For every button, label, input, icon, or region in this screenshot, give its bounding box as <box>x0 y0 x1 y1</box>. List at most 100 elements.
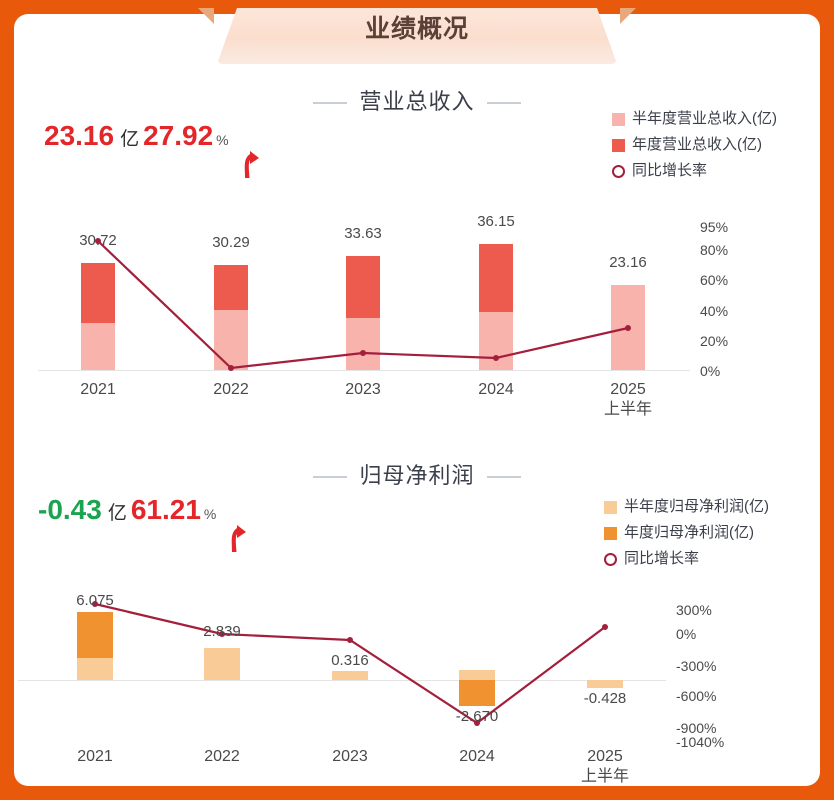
xtick-line1: 2025 <box>610 381 646 398</box>
title-dash-left <box>313 102 348 105</box>
xtick-line2: 上半年 <box>603 401 652 418</box>
xtick-label-2021: 2021 <box>48 380 148 400</box>
xtick-line1: 2024 <box>478 381 514 398</box>
bar-halfyear-2023-profit <box>332 671 368 680</box>
title-dash-right <box>486 476 521 479</box>
section-title-revenue: 营业总收入 <box>0 84 834 116</box>
xtick-label-2025-profit: 2025 上半年 <box>555 747 655 787</box>
ytick-label: 40% <box>700 303 729 319</box>
bar-value-label: 33.63 <box>344 225 382 242</box>
ytick-label: -1040% <box>676 734 725 750</box>
kpi-revenue-pct-sign: % <box>216 132 229 148</box>
bar-value-label: 0.316 <box>331 652 369 669</box>
legend-label: 年度营业总收入(亿) <box>632 136 762 153</box>
bar-value-label: -2.670 <box>455 708 499 725</box>
legend-label: 半年度营业总收入(亿) <box>632 110 777 127</box>
bar-halfyear-2021 <box>81 323 115 370</box>
bar-halfyear-2022 <box>214 310 248 370</box>
kpi-profit-pct: 61.21 <box>130 494 201 525</box>
bar-annual-2023 <box>346 256 380 318</box>
bar-value-label: 30.72 <box>79 232 117 249</box>
bar-value-label: 6.075 <box>76 592 114 609</box>
legend-revenue: 半年度营业总收入(亿) 年度营业总收入(亿) 同比增长率 <box>612 106 777 184</box>
legend-item: 同比增长率 <box>612 158 777 184</box>
ytick-label: 20% <box>700 333 729 349</box>
kpi-revenue-unit: 亿 <box>120 129 140 150</box>
page-banner: 业绩概况 <box>0 0 834 68</box>
bar-halfyear-2023 <box>346 318 380 370</box>
ytick-label: -900% <box>676 720 717 736</box>
kpi-profit: -0.43 亿 61.21% <box>38 494 247 552</box>
chart-profit-baseline <box>18 680 666 681</box>
xtick-line1: 2023 <box>345 381 381 398</box>
bar-value-label: 2.839 <box>203 623 241 640</box>
xtick-line1: 2022 <box>213 381 249 398</box>
bar-value-label: 36.15 <box>477 213 515 230</box>
title-dash-left <box>313 476 348 479</box>
ytick-label: 60% <box>700 272 729 288</box>
kpi-profit-unit: 亿 <box>107 503 127 524</box>
bar-annual-2022 <box>214 265 248 310</box>
ytick-label: 80% <box>700 242 729 258</box>
legend-profit: 半年度归母净利润(亿) 年度归母净利润(亿) 同比增长率 <box>604 494 769 572</box>
banner-shape <box>217 8 617 64</box>
bar-value-label: -0.428 <box>583 690 627 707</box>
ytick-label: 95% <box>700 219 729 235</box>
legend-item: 年度归母净利润(亿) <box>604 520 769 546</box>
legend-ring-growth-rate <box>604 552 617 566</box>
legend-label: 同比增长率 <box>632 162 708 179</box>
legend-item: 同比增长率 <box>604 546 769 572</box>
bar-halfyear-2021-profit <box>77 658 113 680</box>
section-title-profit-text: 归母净利润 <box>359 463 475 488</box>
xtick-label-2023: 2023 <box>313 380 413 400</box>
xtick-line1: 2024 <box>459 748 495 765</box>
section-title-revenue-text: 营业总收入 <box>359 89 475 114</box>
bar-annual-2024-profit <box>459 680 495 706</box>
bar-value-label: 23.16 <box>609 254 647 271</box>
kpi-revenue: 23.16 亿 27.92% <box>44 120 259 178</box>
chart-revenue-baseline <box>38 370 690 371</box>
legend-label: 年度归母净利润(亿) <box>624 524 754 541</box>
xtick-label-2021-profit: 2021 <box>45 747 145 767</box>
bar-value-label: 30.29 <box>212 234 250 251</box>
legend-item: 半年度归母净利润(亿) <box>604 494 769 520</box>
kpi-revenue-pct: 27.92 <box>143 120 214 151</box>
legend-swatch-halfyear-revenue <box>612 112 625 126</box>
xtick-label-2024: 2024 <box>446 380 546 400</box>
section-title-profit: 归母净利润 <box>0 458 834 490</box>
bar-annual-2021 <box>81 263 115 323</box>
page-title: 业绩概况 <box>364 15 469 43</box>
legend-label: 同比增长率 <box>624 550 700 567</box>
legend-swatch-halfyear-profit <box>604 500 617 514</box>
ytick-label: -300% <box>676 658 717 674</box>
legend-item: 年度营业总收入(亿) <box>612 132 777 158</box>
legend-ring-growth-rate <box>612 164 625 178</box>
bar-halfyear-2024-profit <box>459 670 495 680</box>
bar-halfyear-2025-profit <box>587 680 623 688</box>
bar-annual-2024 <box>479 244 513 312</box>
kpi-revenue-value: 23.16 <box>44 120 115 151</box>
title-dash-right <box>486 102 521 105</box>
kpi-profit-value: -0.43 <box>38 494 102 525</box>
xtick-label-2024-profit: 2024 <box>427 747 527 767</box>
legend-item: 半年度营业总收入(亿) <box>612 106 777 132</box>
growth-rate-line-revenue <box>95 238 631 371</box>
ytick-label: -600% <box>676 688 717 704</box>
bar-halfyear-2022-profit <box>204 648 240 680</box>
xtick-line1: 2025 <box>587 748 623 765</box>
banner-tail-left <box>198 8 214 24</box>
banner-tail-right <box>620 8 636 24</box>
legend-swatch-annual-revenue <box>612 138 625 152</box>
legend-label: 半年度归母净利润(亿) <box>624 498 769 515</box>
chart-revenue: 95% 80% 60% 40% 20% 0% 30.72 30.29 33.63… <box>38 213 729 418</box>
xtick-label-2022-profit: 2022 <box>172 747 272 767</box>
bar-annual-2021-profit <box>77 612 113 658</box>
ytick-label: 0% <box>676 626 697 642</box>
xtick-label-2023-profit: 2023 <box>300 747 400 767</box>
xtick-line2: 上半年 <box>580 768 629 785</box>
kpi-profit-pct-sign: % <box>203 506 217 522</box>
xtick-line1: 2023 <box>332 748 368 765</box>
xtick-label-2022: 2022 <box>181 380 281 400</box>
